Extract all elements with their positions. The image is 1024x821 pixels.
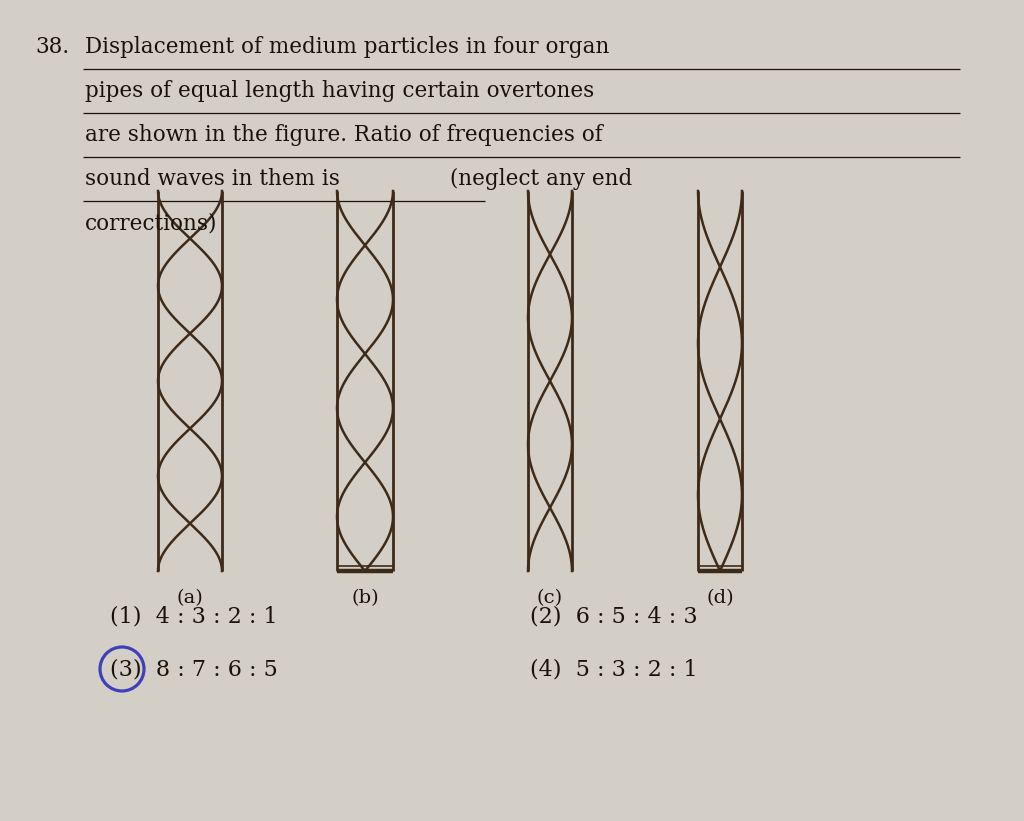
Text: 38.: 38. <box>35 36 70 58</box>
Text: (3)  8 : 7 : 6 : 5: (3) 8 : 7 : 6 : 5 <box>110 658 278 680</box>
Text: (a): (a) <box>176 589 204 607</box>
Text: (4)  5 : 3 : 2 : 1: (4) 5 : 3 : 2 : 1 <box>530 658 697 680</box>
Text: (c): (c) <box>537 589 563 607</box>
Text: Displacement of medium particles in four organ: Displacement of medium particles in four… <box>85 36 609 58</box>
Text: sound waves in them is                (neglect any end: sound waves in them is (neglect any end <box>85 168 632 190</box>
Text: corrections): corrections) <box>85 212 217 234</box>
Text: pipes of equal length having certain overtones: pipes of equal length having certain ove… <box>85 80 594 102</box>
Text: (2)  6 : 5 : 4 : 3: (2) 6 : 5 : 4 : 3 <box>530 605 697 627</box>
Text: (1)  4 : 3 : 2 : 1: (1) 4 : 3 : 2 : 1 <box>110 605 278 627</box>
Text: (d): (d) <box>707 589 734 607</box>
Text: are shown in the figure. Ratio of frequencies of: are shown in the figure. Ratio of freque… <box>85 124 603 146</box>
Text: (b): (b) <box>351 589 379 607</box>
